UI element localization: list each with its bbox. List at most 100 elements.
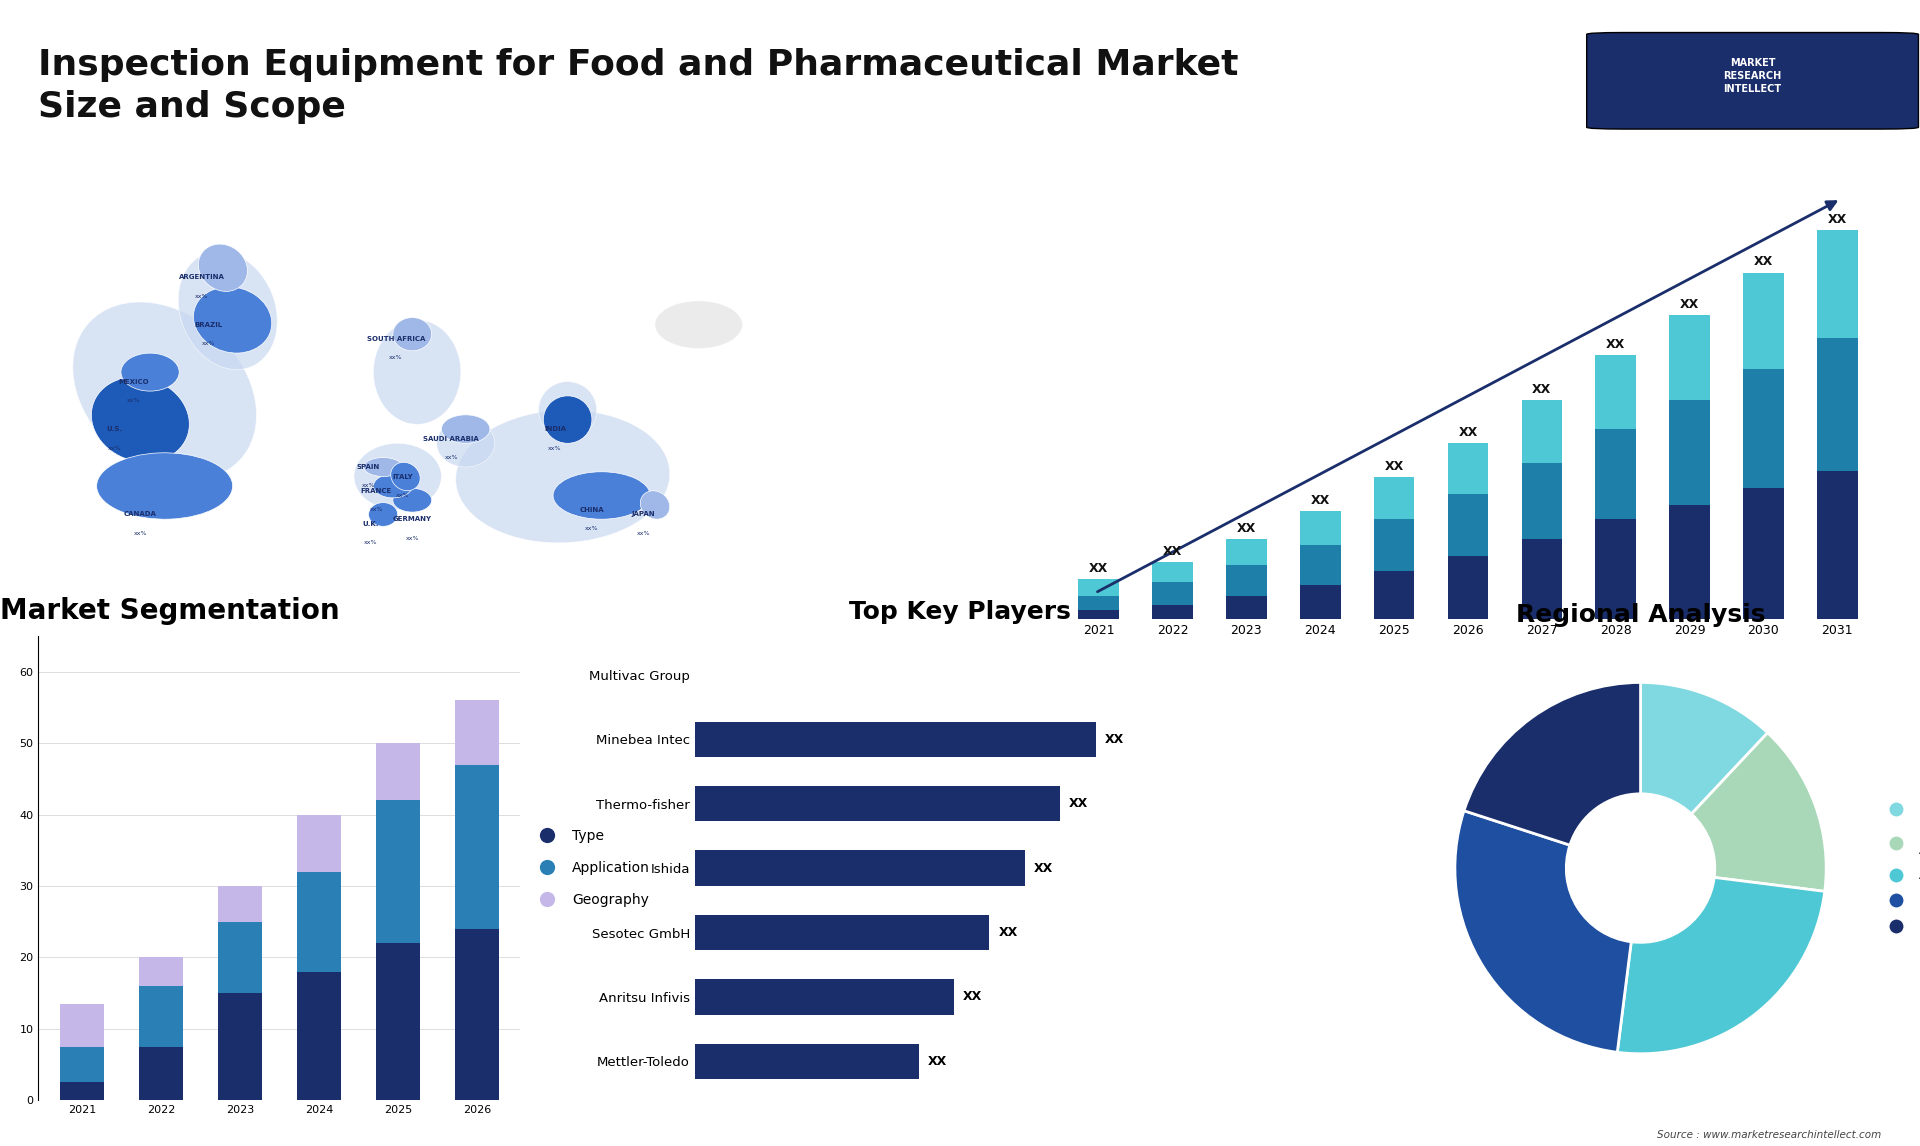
Bar bbox=[298, 815, 340, 872]
Bar bbox=[1596, 429, 1636, 519]
Ellipse shape bbox=[96, 453, 232, 519]
Wedge shape bbox=[1455, 810, 1632, 1052]
Bar bbox=[1743, 273, 1784, 369]
Text: XX: XX bbox=[1459, 425, 1478, 439]
Bar bbox=[140, 986, 182, 1046]
Text: SPAIN: SPAIN bbox=[357, 464, 380, 470]
Text: MARKET
RESEARCH
INTELLECT: MARKET RESEARCH INTELLECT bbox=[1724, 58, 1782, 94]
Bar bbox=[298, 872, 340, 972]
Text: xx%: xx% bbox=[127, 398, 140, 403]
Text: MEXICO: MEXICO bbox=[119, 378, 150, 385]
Text: SOUTH AFRICA: SOUTH AFRICA bbox=[367, 336, 424, 342]
Text: CANADA: CANADA bbox=[125, 511, 157, 518]
Wedge shape bbox=[1640, 682, 1768, 814]
Bar bbox=[1152, 605, 1192, 619]
Ellipse shape bbox=[73, 303, 257, 480]
Bar bbox=[695, 1044, 920, 1080]
Bar bbox=[140, 1046, 182, 1100]
Bar bbox=[1596, 519, 1636, 619]
Ellipse shape bbox=[394, 488, 432, 512]
Title: Regional Analysis: Regional Analysis bbox=[1515, 603, 1764, 627]
Ellipse shape bbox=[369, 503, 397, 526]
Text: XX: XX bbox=[1069, 798, 1089, 810]
Text: xx%: xx% bbox=[363, 541, 376, 545]
Text: FRANCE: FRANCE bbox=[361, 488, 392, 494]
Wedge shape bbox=[1692, 732, 1826, 892]
Ellipse shape bbox=[179, 251, 276, 369]
Bar bbox=[1079, 579, 1119, 596]
Bar bbox=[1743, 369, 1784, 488]
Ellipse shape bbox=[442, 415, 490, 444]
Text: xx%: xx% bbox=[369, 508, 384, 512]
Bar bbox=[1816, 338, 1857, 471]
Bar bbox=[1521, 540, 1563, 619]
Text: XX: XX bbox=[1384, 460, 1404, 472]
Text: ARGENTINA: ARGENTINA bbox=[179, 274, 225, 281]
Text: xx%: xx% bbox=[396, 493, 409, 499]
Text: xx%: xx% bbox=[108, 446, 121, 450]
Bar bbox=[695, 786, 1060, 822]
Ellipse shape bbox=[436, 419, 495, 468]
Text: XX: XX bbox=[1089, 562, 1108, 575]
Bar bbox=[1816, 471, 1857, 619]
Ellipse shape bbox=[655, 301, 743, 348]
Title: Top Key Players: Top Key Players bbox=[849, 601, 1071, 625]
Text: xx%: xx% bbox=[586, 526, 599, 532]
Text: xx%: xx% bbox=[390, 355, 403, 360]
Text: XX: XX bbox=[998, 926, 1018, 939]
Bar bbox=[298, 972, 340, 1100]
Text: JAPAN: JAPAN bbox=[632, 511, 655, 518]
Ellipse shape bbox=[543, 395, 591, 444]
Bar bbox=[219, 886, 261, 921]
Text: Source : www.marketresearchintellect.com: Source : www.marketresearchintellect.com bbox=[1657, 1130, 1882, 1140]
Bar bbox=[455, 928, 499, 1100]
Text: xx%: xx% bbox=[134, 531, 148, 536]
Ellipse shape bbox=[639, 490, 670, 519]
Bar bbox=[1375, 571, 1415, 619]
Bar bbox=[455, 764, 499, 928]
Bar bbox=[1668, 315, 1711, 400]
Bar bbox=[376, 800, 420, 943]
Bar bbox=[1743, 488, 1784, 619]
Bar bbox=[1448, 494, 1488, 557]
Text: GERMANY: GERMANY bbox=[394, 516, 432, 523]
Text: XX: XX bbox=[927, 1054, 947, 1068]
Text: XX: XX bbox=[1311, 494, 1331, 507]
Bar bbox=[1227, 565, 1267, 596]
Bar bbox=[1596, 355, 1636, 429]
Ellipse shape bbox=[553, 472, 651, 519]
Text: SAUDI ARABIA: SAUDI ARABIA bbox=[422, 435, 478, 441]
Ellipse shape bbox=[363, 457, 403, 477]
Bar bbox=[1521, 400, 1563, 463]
Bar bbox=[1300, 584, 1340, 619]
Bar bbox=[1816, 230, 1857, 338]
Bar bbox=[1375, 519, 1415, 571]
Bar bbox=[1668, 505, 1711, 619]
Text: Inspection Equipment for Food and Pharmaceutical Market
Size and Scope: Inspection Equipment for Food and Pharma… bbox=[38, 48, 1238, 125]
Bar bbox=[376, 943, 420, 1100]
Bar bbox=[695, 915, 989, 950]
Bar bbox=[60, 1082, 104, 1100]
Bar bbox=[1227, 540, 1267, 565]
Legend: Type, Application, Geography: Type, Application, Geography bbox=[528, 824, 655, 912]
FancyBboxPatch shape bbox=[1586, 32, 1918, 129]
Bar bbox=[60, 1004, 104, 1046]
Bar bbox=[1521, 463, 1563, 540]
Text: XX: XX bbox=[1753, 256, 1772, 268]
Bar bbox=[140, 957, 182, 986]
Wedge shape bbox=[1463, 682, 1640, 845]
Text: XX: XX bbox=[1164, 544, 1183, 558]
Text: XX: XX bbox=[964, 990, 983, 1004]
Bar bbox=[1079, 596, 1119, 611]
Legend: Latin America, Middle East &
Africa, Asia Pacific, Europe, North America: Latin America, Middle East & Africa, Asi… bbox=[1880, 798, 1920, 939]
Text: XX: XX bbox=[1532, 383, 1551, 397]
Text: CHINA: CHINA bbox=[580, 507, 605, 512]
Text: xx%: xx% bbox=[361, 484, 374, 488]
Text: U.K.: U.K. bbox=[363, 521, 378, 527]
Bar bbox=[1375, 477, 1415, 519]
Ellipse shape bbox=[92, 377, 190, 462]
Ellipse shape bbox=[372, 474, 413, 497]
Bar bbox=[1152, 562, 1192, 582]
Text: XX: XX bbox=[1828, 213, 1847, 226]
Text: XX: XX bbox=[1607, 338, 1626, 351]
